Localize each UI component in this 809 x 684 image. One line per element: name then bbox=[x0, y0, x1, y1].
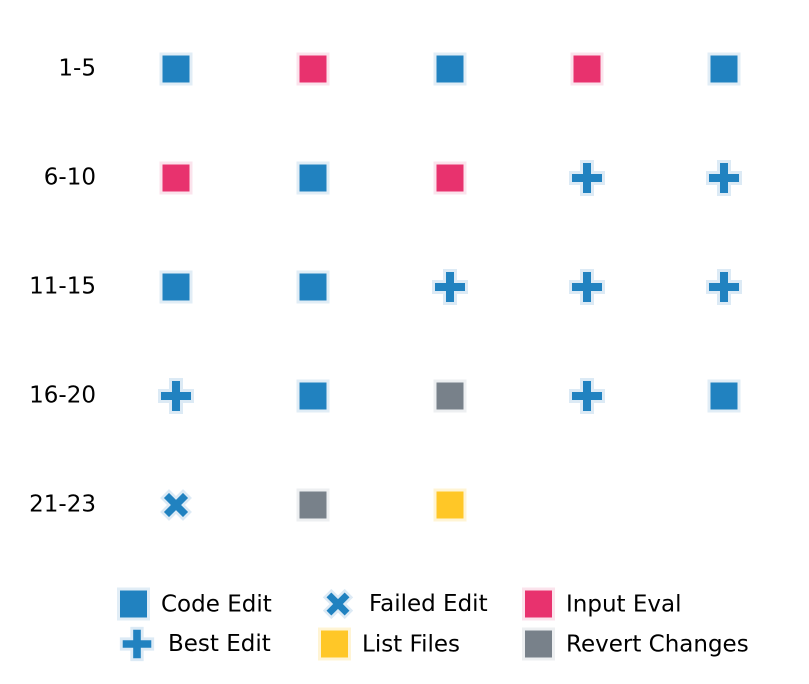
square-marker-icon bbox=[159, 270, 193, 304]
square-marker-icon bbox=[433, 379, 467, 413]
marker-input-eval bbox=[159, 161, 193, 195]
square-marker-icon bbox=[433, 161, 467, 195]
square-marker-icon bbox=[707, 52, 741, 86]
square-marker-icon bbox=[159, 161, 193, 195]
legend-item-failed-edit: Failed Edit bbox=[318, 584, 488, 624]
plus-marker-icon bbox=[569, 160, 605, 196]
plus-marker-icon bbox=[432, 269, 468, 305]
legend-item-revert-changes: Revert Changes bbox=[522, 627, 749, 661]
plus-marker-icon bbox=[569, 269, 605, 305]
marker-list-files bbox=[433, 488, 467, 522]
square-marker-icon bbox=[159, 52, 193, 86]
marker-best-edit bbox=[703, 266, 745, 308]
square-marker-icon bbox=[296, 488, 330, 522]
legend-label: Input Eval bbox=[566, 591, 682, 617]
square-marker-icon bbox=[296, 270, 330, 304]
plus-marker-icon bbox=[119, 626, 155, 662]
square-marker-icon bbox=[433, 488, 467, 522]
marker-failed-edit bbox=[155, 484, 197, 526]
square-marker-icon bbox=[296, 379, 330, 413]
marker-best-edit bbox=[566, 157, 608, 199]
marker-revert-changes bbox=[296, 488, 330, 522]
marker-code-edit bbox=[296, 379, 330, 413]
y-axis-tick-label: 11-15 bbox=[29, 273, 96, 300]
square-marker-icon bbox=[522, 627, 555, 661]
square-marker-icon bbox=[296, 161, 330, 195]
square-marker-icon bbox=[522, 587, 555, 621]
square-marker-icon bbox=[318, 627, 351, 661]
y-axis-tick-label: 21-23 bbox=[29, 491, 96, 518]
marker-code-edit bbox=[159, 52, 193, 86]
marker-input-eval bbox=[433, 161, 467, 195]
marker-code-edit bbox=[159, 270, 193, 304]
legend-label: Code Edit bbox=[161, 591, 272, 617]
marker-input-eval bbox=[570, 52, 604, 86]
x-marker-icon bbox=[322, 588, 354, 620]
marker-best-edit bbox=[155, 375, 197, 417]
plus-marker-icon bbox=[706, 160, 742, 196]
square-marker-icon bbox=[117, 587, 150, 621]
legend-label: Failed Edit bbox=[369, 591, 488, 617]
plus-marker-icon bbox=[158, 378, 194, 414]
legend-item-code-edit: Code Edit bbox=[117, 587, 272, 621]
marker-code-edit bbox=[707, 379, 741, 413]
legend-label: Best Edit bbox=[168, 631, 271, 657]
square-marker-icon bbox=[707, 379, 741, 413]
legend-item-best-edit: Best Edit bbox=[117, 624, 271, 664]
legend-item-input-eval: Input Eval bbox=[522, 587, 682, 621]
plus-marker-icon bbox=[569, 378, 605, 414]
plus-marker-icon bbox=[706, 269, 742, 305]
legend-label: List Files bbox=[362, 631, 460, 657]
marker-code-edit bbox=[296, 270, 330, 304]
legend-item-list-files: List Files bbox=[318, 627, 460, 661]
marker-code-edit bbox=[707, 52, 741, 86]
marker-input-eval bbox=[296, 52, 330, 86]
square-marker-icon bbox=[433, 52, 467, 86]
legend-label: Revert Changes bbox=[566, 631, 749, 657]
square-marker-icon bbox=[296, 52, 330, 86]
y-axis-tick-label: 6-10 bbox=[43, 164, 96, 191]
marker-revert-changes bbox=[433, 379, 467, 413]
square-marker-icon bbox=[570, 52, 604, 86]
marker-best-edit bbox=[703, 157, 745, 199]
marker-code-edit bbox=[296, 161, 330, 195]
marker-best-edit bbox=[566, 266, 608, 308]
y-axis-tick-label: 16-20 bbox=[29, 382, 96, 409]
marker-code-edit bbox=[433, 52, 467, 86]
y-axis-tick-label: 1-5 bbox=[58, 55, 96, 82]
marker-best-edit bbox=[429, 266, 471, 308]
x-marker-icon bbox=[160, 489, 192, 521]
marker-best-edit bbox=[566, 375, 608, 417]
